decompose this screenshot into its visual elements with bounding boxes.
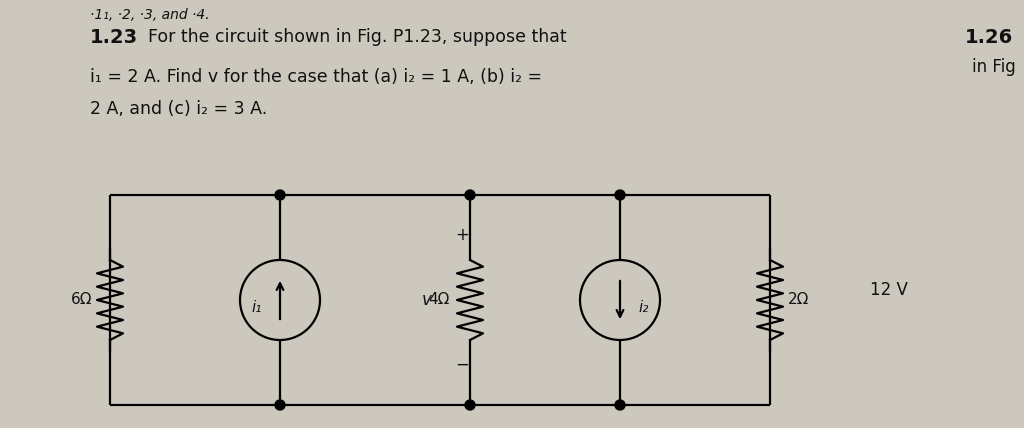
Text: i₂: i₂: [638, 300, 648, 315]
Circle shape: [465, 190, 475, 200]
Text: 1.26: 1.26: [965, 28, 1014, 47]
Text: 2 A, and (c) i₂ = 3 A.: 2 A, and (c) i₂ = 3 A.: [90, 100, 267, 118]
Circle shape: [615, 190, 625, 200]
Text: ·1₁, ·2, ·3, and ·4.: ·1₁, ·2, ·3, and ·4.: [90, 8, 210, 22]
Text: 1.23: 1.23: [90, 28, 138, 47]
Text: v: v: [422, 291, 432, 309]
Circle shape: [615, 400, 625, 410]
Text: i₁: i₁: [252, 300, 262, 315]
Text: For the circuit shown in Fig. P1.23, suppose that: For the circuit shown in Fig. P1.23, sup…: [148, 28, 566, 46]
Text: 4Ω: 4Ω: [429, 292, 450, 307]
Text: 12 V: 12 V: [870, 281, 908, 299]
Text: in Fig: in Fig: [972, 58, 1016, 76]
Text: 6Ω: 6Ω: [71, 292, 92, 307]
Text: 2Ω: 2Ω: [788, 292, 809, 307]
Circle shape: [465, 400, 475, 410]
Text: −: −: [455, 356, 469, 374]
Circle shape: [275, 400, 285, 410]
Text: i₁ = 2 A. Find v for the case that (a) i₂ = 1 A, (b) i₂ =: i₁ = 2 A. Find v for the case that (a) i…: [90, 68, 542, 86]
Text: +: +: [455, 226, 469, 244]
Circle shape: [275, 190, 285, 200]
